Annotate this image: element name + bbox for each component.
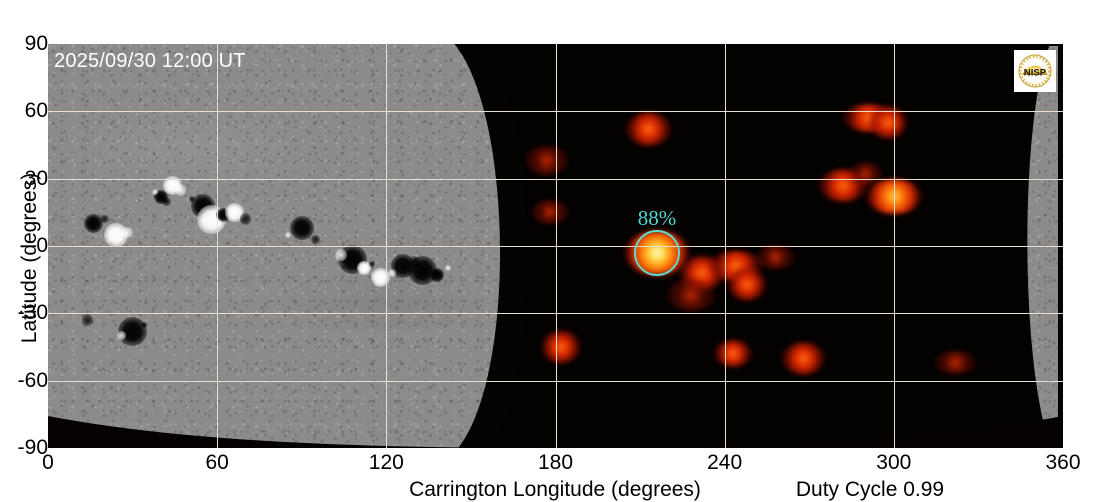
active-region-percent-label: 88% (637, 205, 677, 230)
y-tick-label--30: -30 (17, 301, 48, 325)
duty-cycle-label: Duty Cycle 0.99 (795, 478, 945, 501)
nisp-logo: NISP (1014, 50, 1056, 92)
gridline-longitude-240 (725, 44, 726, 448)
nisp-logo-text: NISP (1024, 67, 1047, 78)
active-region-marker-circle[interactable] (634, 229, 680, 276)
x-tick-label-300: 300 (876, 451, 912, 474)
nisp-sun-emblem-icon: NISP (1018, 54, 1052, 88)
gridline-latitude-30 (48, 179, 1063, 180)
plot-area: 2025/09/30 12:00 UT 88% NISP (48, 44, 1063, 448)
x-tick-label-180: 180 (537, 451, 574, 474)
x-axis-label: Carrington Longitude (degrees) (409, 478, 701, 501)
y-tick-label--90: -90 (17, 436, 48, 459)
x-tick-label-360: 360 (1045, 451, 1081, 474)
gridline-longitude-300 (894, 44, 895, 448)
gridline-latitude-60 (48, 111, 1063, 112)
y-axis-label: Latitude (degrees) (18, 172, 41, 344)
y-tick-label-30: 30 (24, 166, 48, 190)
gridline-latitude--60 (48, 381, 1063, 382)
gridline-longitude-180 (556, 44, 557, 448)
y-tick-label-90: 90 (24, 32, 48, 55)
y-tick-label-60: 60 (24, 99, 48, 123)
timestamp-label: 2025/09/30 12:00 UT (54, 50, 246, 72)
y-tick-label--60: -60 (17, 368, 48, 392)
x-tick-label-60: 60 (205, 451, 229, 474)
x-tick-label-0: 0 (42, 451, 54, 474)
x-tick-label-120: 120 (368, 451, 404, 474)
y-tick-label-0: 0 (36, 234, 48, 257)
gridline-latitude-0 (48, 246, 1063, 247)
gridline-longitude-60 (217, 44, 218, 448)
gridline-latitude--30 (48, 313, 1063, 314)
gridline-longitude-120 (386, 44, 387, 448)
x-tick-label-240: 240 (707, 451, 743, 474)
